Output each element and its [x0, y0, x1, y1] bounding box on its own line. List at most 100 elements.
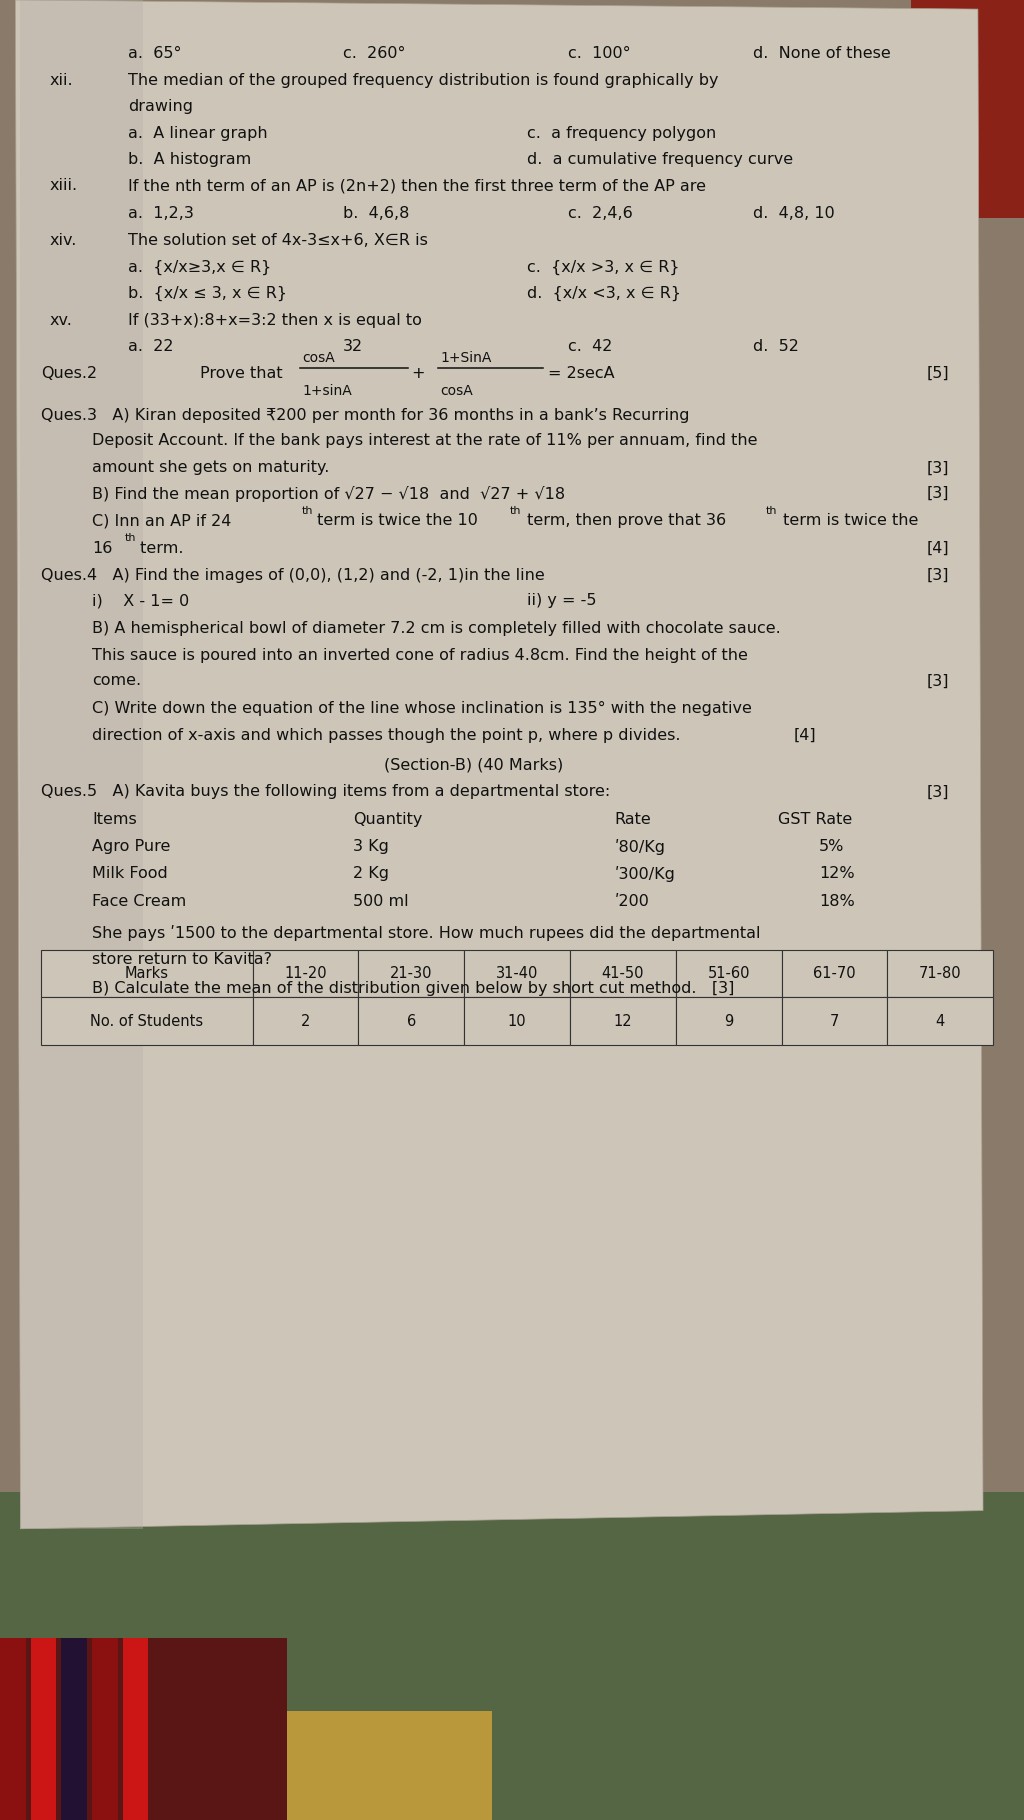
Text: xiv.: xiv. — [49, 233, 77, 248]
Text: cosA: cosA — [440, 384, 473, 399]
Text: a.  A linear graph: a. A linear graph — [128, 126, 267, 140]
Text: 1+sinA: 1+sinA — [302, 384, 352, 399]
Text: store return to Kavita?: store return to Kavita? — [92, 952, 272, 966]
Bar — [676, 950, 781, 997]
Bar — [0, 1638, 26, 1820]
Text: 18%: 18% — [819, 894, 855, 908]
Text: B) Find the mean proportion of √27 − √18  and  √27 + √18: B) Find the mean proportion of √27 − √18… — [92, 486, 565, 502]
Bar — [570, 997, 676, 1045]
Text: a.  1,2,3: a. 1,2,3 — [128, 206, 194, 220]
Text: term is twice the: term is twice the — [778, 513, 919, 528]
Text: Agro Pure: Agro Pure — [92, 839, 171, 854]
Text: 11-20: 11-20 — [285, 966, 327, 981]
Text: 32: 32 — [343, 339, 364, 353]
Text: c.  2,4,6: c. 2,4,6 — [568, 206, 633, 220]
Text: amount she gets on maturity.: amount she gets on maturity. — [92, 460, 330, 475]
Text: d.  {x/x <3, x ∈ R}: d. {x/x <3, x ∈ R} — [527, 286, 681, 300]
Text: No. of Students: No. of Students — [90, 1014, 204, 1028]
Text: 3 Kg: 3 Kg — [353, 839, 389, 854]
Text: cosA: cosA — [302, 351, 335, 366]
Text: If (33+x):8+x=3:2 then x is equal to: If (33+x):8+x=3:2 then x is equal to — [128, 313, 422, 328]
Text: 12%: 12% — [819, 866, 855, 881]
Bar — [358, 950, 464, 997]
Text: 2: 2 — [301, 1014, 310, 1028]
Bar — [358, 997, 464, 1045]
Text: Ques.4   A) Find the images of (0,0), (1,2) and (-2, 1)in the line: Ques.4 A) Find the images of (0,0), (1,2… — [41, 568, 545, 582]
Text: c.  42: c. 42 — [568, 339, 612, 353]
Text: 10: 10 — [508, 1014, 526, 1028]
Bar — [61, 1638, 87, 1820]
Text: ii) y = -5: ii) y = -5 — [527, 593, 597, 608]
Text: 4: 4 — [936, 1014, 945, 1028]
Text: 6: 6 — [407, 1014, 416, 1028]
Text: i)    X - 1= 0: i) X - 1= 0 — [92, 593, 189, 608]
Text: xv.: xv. — [49, 313, 72, 328]
Text: th: th — [510, 506, 521, 515]
Text: Items: Items — [92, 812, 137, 826]
Text: c.  100°: c. 100° — [568, 46, 631, 62]
Text: xiii.: xiii. — [49, 178, 77, 193]
Bar — [464, 997, 570, 1045]
Polygon shape — [901, 0, 1024, 273]
Text: If the nth term of an AP is (2n+2) then the first three term of the AP are: If the nth term of an AP is (2n+2) then … — [128, 178, 706, 193]
Text: a.  {x/x≥3,x ∈ R}: a. {x/x≥3,x ∈ R} — [128, 260, 271, 275]
Text: +: + — [411, 366, 425, 380]
Text: c.  a frequency polygon: c. a frequency polygon — [527, 126, 717, 140]
Text: term, then prove that 36: term, then prove that 36 — [522, 513, 726, 528]
Bar — [781, 997, 888, 1045]
Text: Ques.5   A) Kavita buys the following items from a departmental store:: Ques.5 A) Kavita buys the following item… — [41, 784, 610, 799]
Bar — [41, 997, 253, 1045]
Bar — [464, 950, 570, 997]
Text: th: th — [302, 506, 313, 515]
Text: Quantity: Quantity — [353, 812, 423, 826]
Bar — [888, 997, 993, 1045]
Text: 61-70: 61-70 — [813, 966, 856, 981]
Text: a.  22: a. 22 — [128, 339, 173, 353]
Bar — [781, 950, 888, 997]
Bar — [888, 950, 993, 997]
Bar — [287, 1711, 492, 1820]
Text: Prove that: Prove that — [200, 366, 283, 380]
Text: Rate: Rate — [614, 812, 651, 826]
Text: come.: come. — [92, 673, 141, 688]
Bar — [31, 1638, 56, 1820]
Bar — [92, 1638, 118, 1820]
Text: 2 Kg: 2 Kg — [353, 866, 389, 881]
Text: direction of x-axis and which passes though the point p, where p divides.: direction of x-axis and which passes tho… — [92, 728, 681, 743]
Text: b.  {x/x ≤ 3, x ∈ R}: b. {x/x ≤ 3, x ∈ R} — [128, 286, 287, 300]
Bar — [123, 1638, 148, 1820]
Text: 51-60: 51-60 — [708, 966, 750, 981]
Text: th: th — [766, 506, 777, 515]
Text: ʹ300/Kg: ʹ300/Kg — [614, 866, 675, 883]
Text: d.  None of these: d. None of these — [753, 46, 891, 62]
Text: b.  A histogram: b. A histogram — [128, 153, 251, 167]
Text: 21-30: 21-30 — [390, 966, 432, 981]
Bar — [0, 1638, 287, 1820]
Text: Deposit Account. If the bank pays interest at the rate of 11% per annuam, find t: Deposit Account. If the bank pays intere… — [92, 433, 758, 448]
Text: C) Write down the equation of the line whose inclination is 135° with the negati: C) Write down the equation of the line w… — [92, 701, 752, 715]
Text: c.  {x/x >3, x ∈ R}: c. {x/x >3, x ∈ R} — [527, 260, 680, 275]
Text: B) A hemispherical bowl of diameter 7.2 cm is completely filled with chocolate s: B) A hemispherical bowl of diameter 7.2 … — [92, 621, 781, 635]
Text: [5]: [5] — [927, 366, 949, 380]
Text: term.: term. — [135, 541, 183, 555]
Text: The solution set of 4x-3≤x+6, X∈R is: The solution set of 4x-3≤x+6, X∈R is — [128, 233, 428, 248]
Text: 12: 12 — [613, 1014, 632, 1028]
Text: Ques.3   A) Kiran deposited ₹200 per month for 36 months in a bank’s Recurring: Ques.3 A) Kiran deposited ₹200 per month… — [41, 408, 689, 422]
Text: 5%: 5% — [819, 839, 845, 854]
Bar — [570, 950, 676, 997]
Text: She pays ʹ1500 to the departmental store. How much rupees did the departmental: She pays ʹ1500 to the departmental store… — [92, 925, 761, 941]
Text: ʹ80/Kg: ʹ80/Kg — [614, 839, 666, 855]
Text: B) Calculate the mean of the distribution given below by short cut method.   [3]: B) Calculate the mean of the distributio… — [92, 981, 734, 996]
Text: GST Rate: GST Rate — [778, 812, 853, 826]
Text: This sauce is poured into an inverted cone of radius 4.8cm. Find the height of t: This sauce is poured into an inverted co… — [92, 648, 749, 662]
Text: Ques.2: Ques.2 — [41, 366, 97, 380]
Text: d.  4,8, 10: d. 4,8, 10 — [753, 206, 835, 220]
Text: Milk Food: Milk Food — [92, 866, 168, 881]
Text: 16: 16 — [92, 541, 113, 555]
Bar — [253, 997, 358, 1045]
Bar — [41, 950, 253, 997]
Bar — [676, 997, 781, 1045]
Text: xii.: xii. — [49, 73, 73, 87]
Text: 41-50: 41-50 — [602, 966, 644, 981]
Text: 9: 9 — [724, 1014, 733, 1028]
